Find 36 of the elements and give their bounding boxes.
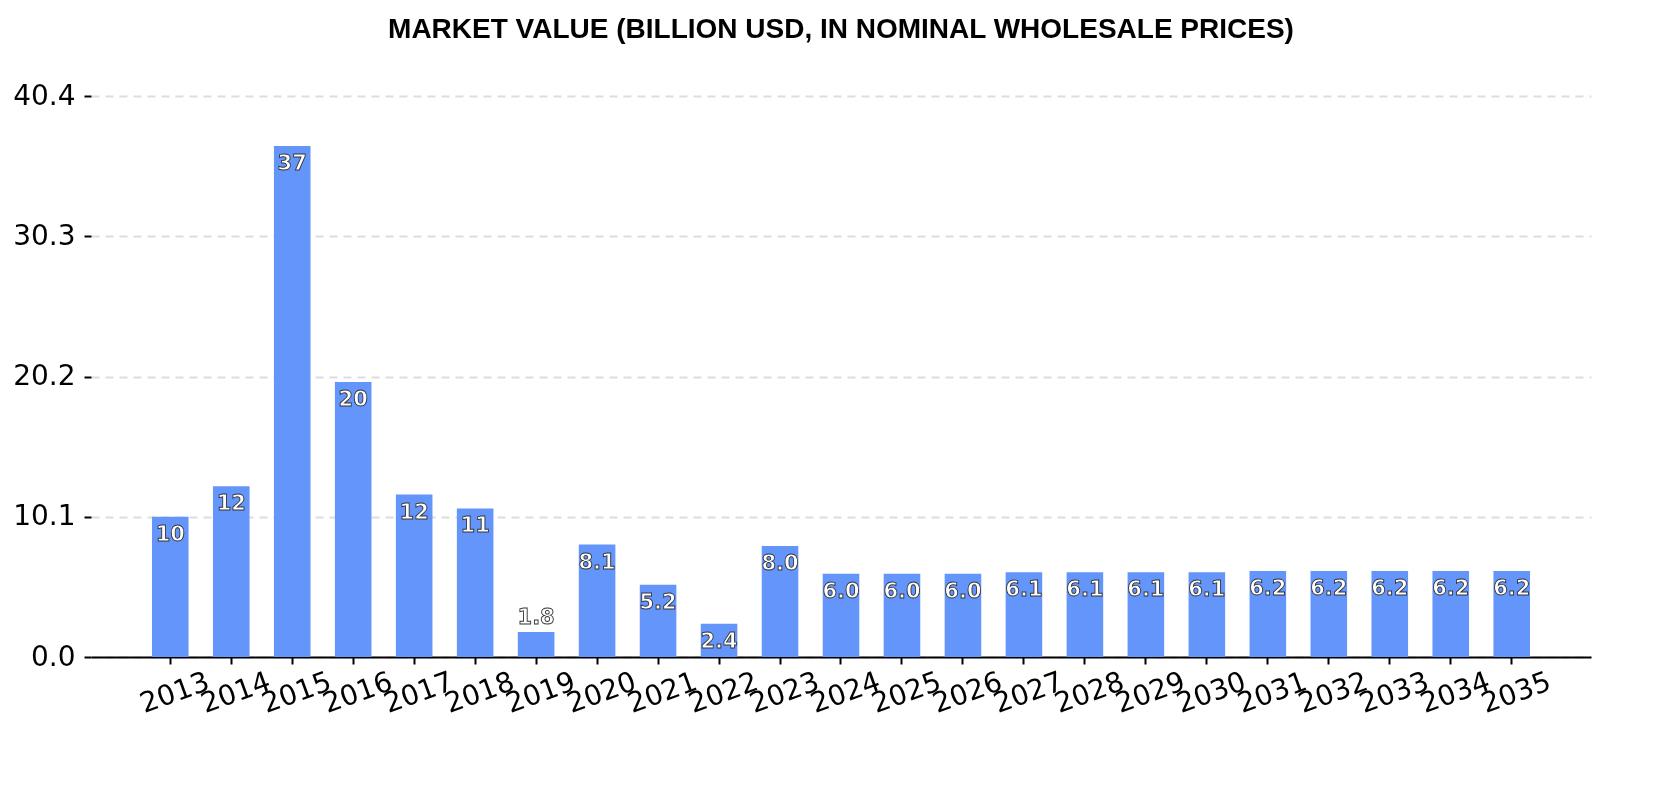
data-label: 6.1: [1005, 577, 1043, 602]
bar: [151, 516, 189, 657]
data-label: 12: [399, 499, 429, 524]
data-label: 6.2: [1249, 575, 1287, 600]
data-label: 6.0: [822, 578, 860, 603]
data-label: 6.0: [944, 578, 982, 603]
data-label: 6.1: [1066, 577, 1104, 602]
data-label: 20: [338, 387, 368, 412]
data-label: 8.0: [761, 550, 799, 575]
data-label: 5.2: [639, 589, 677, 614]
bar: [456, 508, 494, 657]
data-label: 6.2: [1493, 575, 1531, 600]
data-label: 6.1: [1127, 577, 1165, 602]
data-label: 6.0: [883, 578, 921, 603]
data-label: 1.8: [517, 605, 555, 629]
chart-title: MARKET VALUE (BILLION USD, IN NOMINAL WHOLESALE PRICES): [388, 13, 1294, 44]
data-label: 6.2: [1371, 575, 1409, 600]
data-label: 10: [155, 521, 185, 546]
data-label: 8.1: [578, 549, 616, 574]
data-label: 12: [216, 491, 246, 516]
y-tick-label: 0.0: [30, 639, 76, 673]
data-label: 2.4: [700, 628, 738, 653]
bar: [334, 382, 372, 657]
y-tick-label: 30.3: [13, 218, 76, 252]
bar: [212, 486, 250, 657]
data-label: 37: [277, 150, 307, 175]
data-label: 6.2: [1310, 575, 1348, 600]
data-label: 6.1: [1188, 577, 1226, 602]
data-label: 6.2: [1432, 575, 1470, 600]
y-tick-label: 20.2: [13, 359, 76, 392]
bar: [395, 494, 433, 657]
y-tick-label: 10.1: [13, 499, 76, 533]
bar: [273, 145, 311, 657]
data-label: 11: [460, 513, 490, 538]
bar: [517, 632, 555, 657]
y-tick-label: 40.4: [13, 78, 76, 112]
